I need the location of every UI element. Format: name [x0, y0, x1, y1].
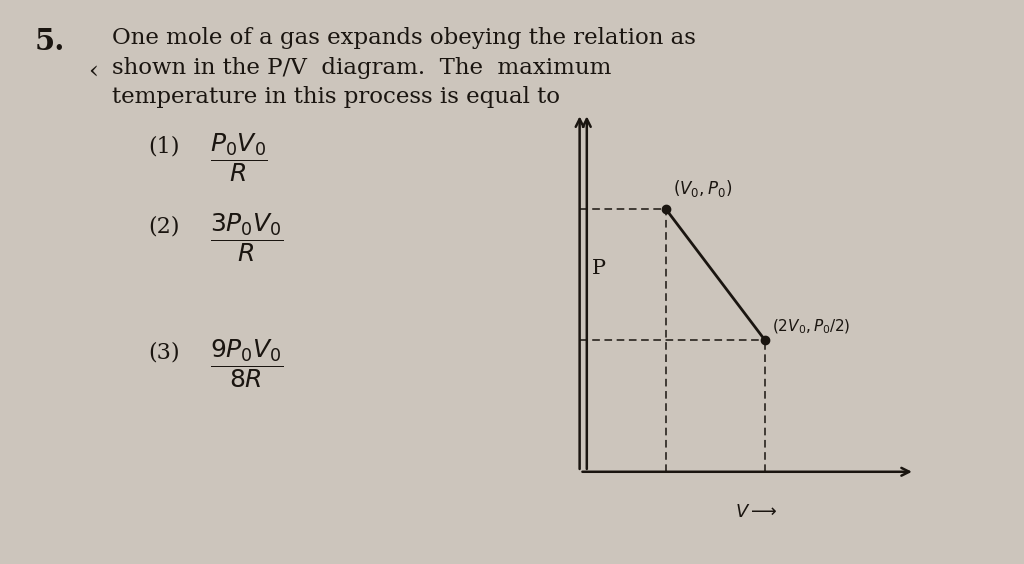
Text: $(2V_0,P_0/2)$: $(2V_0,P_0/2)$: [772, 317, 851, 336]
Text: $(V_0,P_0)$: $(V_0,P_0)$: [673, 178, 732, 200]
Text: One mole of a gas expands obeying the relation as: One mole of a gas expands obeying the re…: [112, 27, 696, 49]
Text: ‹: ‹: [88, 60, 98, 83]
Text: $\dfrac{9P_0V_0}{8R}$: $\dfrac{9P_0V_0}{8R}$: [210, 338, 284, 390]
Text: temperature in this process is equal to: temperature in this process is equal to: [112, 86, 560, 108]
Text: shown in the P/V  diagram.  The  maximum: shown in the P/V diagram. The maximum: [112, 57, 611, 79]
Text: $\dfrac{P_0V_0}{R}$: $\dfrac{P_0V_0}{R}$: [210, 132, 268, 184]
Text: (3): (3): [148, 342, 179, 364]
Text: $\dfrac{3P_0V_0}{R}$: $\dfrac{3P_0V_0}{R}$: [210, 212, 284, 264]
Text: (1): (1): [148, 136, 179, 158]
Text: $V \longrightarrow$: $V \longrightarrow$: [735, 503, 778, 521]
Text: (2): (2): [148, 216, 179, 238]
Text: 5.: 5.: [35, 27, 66, 56]
Text: P: P: [592, 259, 605, 278]
